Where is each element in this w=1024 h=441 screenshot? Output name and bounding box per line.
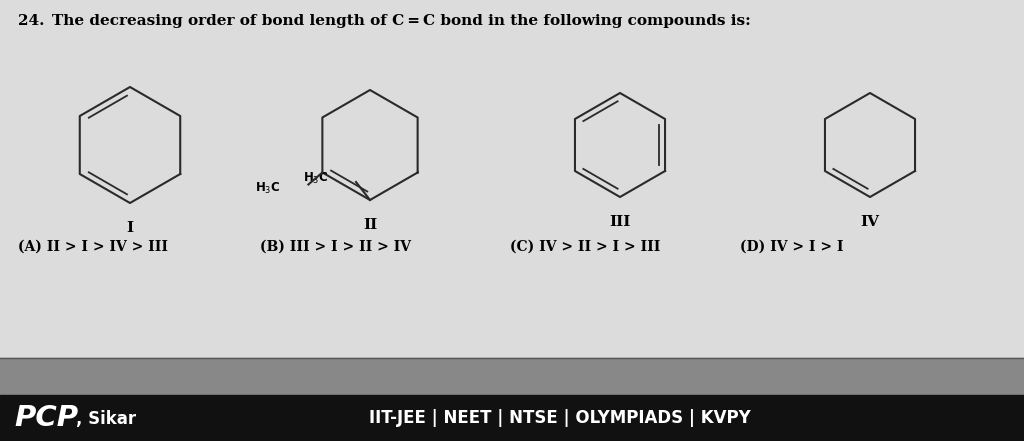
Text: H$_3$C: H$_3$C (302, 171, 328, 186)
Text: IIT-JEE | NEET | NTSE | OLYMPIADS | KVPY: IIT-JEE | NEET | NTSE | OLYMPIADS | KVPY (369, 409, 751, 427)
Text: (B) III > I > II > IV: (B) III > I > II > IV (260, 240, 411, 254)
Text: (A) II > I > IV > III: (A) II > I > IV > III (18, 240, 168, 254)
Text: (D) IV > I > I: (D) IV > I > I (740, 240, 844, 254)
Bar (0, 395, 1024, 441)
Text: (C) IV > II > I > III: (C) IV > II > I > III (510, 240, 660, 254)
Text: The decreasing order of bond length of C = C bond in the following compounds is:: The decreasing order of bond length of C… (52, 14, 751, 28)
Text: IV: IV (860, 215, 880, 229)
Text: 24.: 24. (18, 14, 44, 28)
Bar (0, 358, 1024, 441)
Text: PCP: PCP (14, 404, 78, 432)
Text: I: I (126, 221, 133, 235)
Text: H$_3$C: H$_3$C (255, 181, 281, 196)
Text: III: III (609, 215, 631, 229)
Bar (0, 0, 1024, 358)
Text: , Sikar: , Sikar (76, 410, 136, 428)
Text: II: II (362, 218, 377, 232)
